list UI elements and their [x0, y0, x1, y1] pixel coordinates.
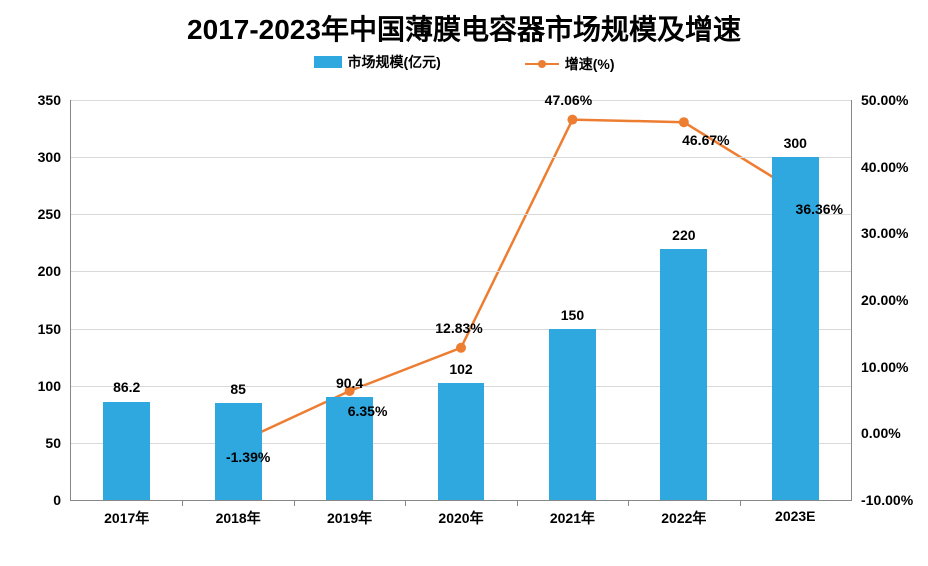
y-left-tick-label: 300	[38, 149, 61, 165]
gridline	[71, 100, 851, 101]
line-value-label: 6.35%	[348, 403, 388, 419]
x-tick-label: 2018年	[216, 508, 261, 528]
y-left-tick-label: 0	[53, 492, 61, 508]
y-right-tick-label: 20.00%	[861, 292, 908, 308]
line-value-label: 47.06%	[545, 92, 592, 108]
bar-value-label: 85	[230, 381, 246, 397]
line-marker	[456, 343, 466, 353]
line-marker	[567, 115, 577, 125]
legend-item-line: 增速(%)	[525, 54, 615, 74]
chart-legend: 市场规模(亿元) 增速(%)	[0, 52, 928, 74]
legend-bar-swatch	[314, 56, 342, 68]
bar-value-label: 102	[449, 361, 472, 377]
line-value-label: 36.36%	[796, 201, 843, 217]
x-tick-label: 2021年	[550, 508, 595, 528]
x-tick	[628, 500, 629, 506]
bar-value-label: 90.4	[336, 375, 363, 391]
bar	[438, 383, 485, 500]
bar-value-label: 220	[672, 227, 695, 243]
growth-line	[238, 120, 795, 443]
y-right-tick-label: 30.00%	[861, 225, 908, 241]
line-value-label: 12.83%	[435, 320, 482, 336]
y-left-tick-label: 350	[38, 92, 61, 108]
y-right-tick-label: 0.00%	[861, 425, 901, 441]
line-value-label: -1.39%	[226, 449, 270, 465]
gridline	[71, 214, 851, 215]
y-right-tick-label: -10.00%	[861, 492, 913, 508]
x-tick-label: 2022年	[661, 508, 706, 528]
y-right-tick-label: 10.00%	[861, 359, 908, 375]
x-tick	[517, 500, 518, 506]
y-right-tick-label: 40.00%	[861, 159, 908, 175]
y-right-tick-label: 50.00%	[861, 92, 908, 108]
bar-value-label: 300	[784, 135, 807, 151]
x-tick-label: 2017年	[104, 508, 149, 528]
bar	[103, 402, 150, 501]
x-tick	[294, 500, 295, 506]
y-left-tick-label: 150	[38, 321, 61, 337]
x-tick	[405, 500, 406, 506]
y-left-tick-label: 50	[45, 435, 61, 451]
bar	[660, 249, 707, 500]
y-left-tick-label: 100	[38, 378, 61, 394]
gridline	[71, 271, 851, 272]
bar-value-label: 150	[561, 307, 584, 323]
y-left-tick-label: 200	[38, 263, 61, 279]
legend-bar-label: 市场规模(亿元)	[348, 52, 441, 72]
line-value-label: 46.67%	[682, 132, 729, 148]
x-tick-label: 2019年	[327, 508, 372, 528]
x-tick-label: 2023E	[775, 508, 815, 524]
x-tick	[740, 500, 741, 506]
plot-area: 050100150200250300350-10.00%0.00%10.00%2…	[70, 100, 852, 501]
bar-value-label: 86.2	[113, 379, 140, 395]
legend-line-swatch	[525, 58, 559, 70]
y-left-tick-label: 250	[38, 206, 61, 222]
legend-line-label: 增速(%)	[565, 54, 615, 74]
legend-item-bar: 市场规模(亿元)	[314, 52, 441, 72]
x-tick	[182, 500, 183, 506]
bar	[549, 329, 596, 500]
line-marker	[679, 117, 689, 127]
x-tick-label: 2020年	[438, 508, 483, 528]
chart-container: 2017-2023年中国薄膜电容器市场规模及增速 市场规模(亿元) 增速(%) …	[0, 0, 928, 566]
gridline	[71, 157, 851, 158]
chart-title: 2017-2023年中国薄膜电容器市场规模及增速	[0, 8, 928, 48]
